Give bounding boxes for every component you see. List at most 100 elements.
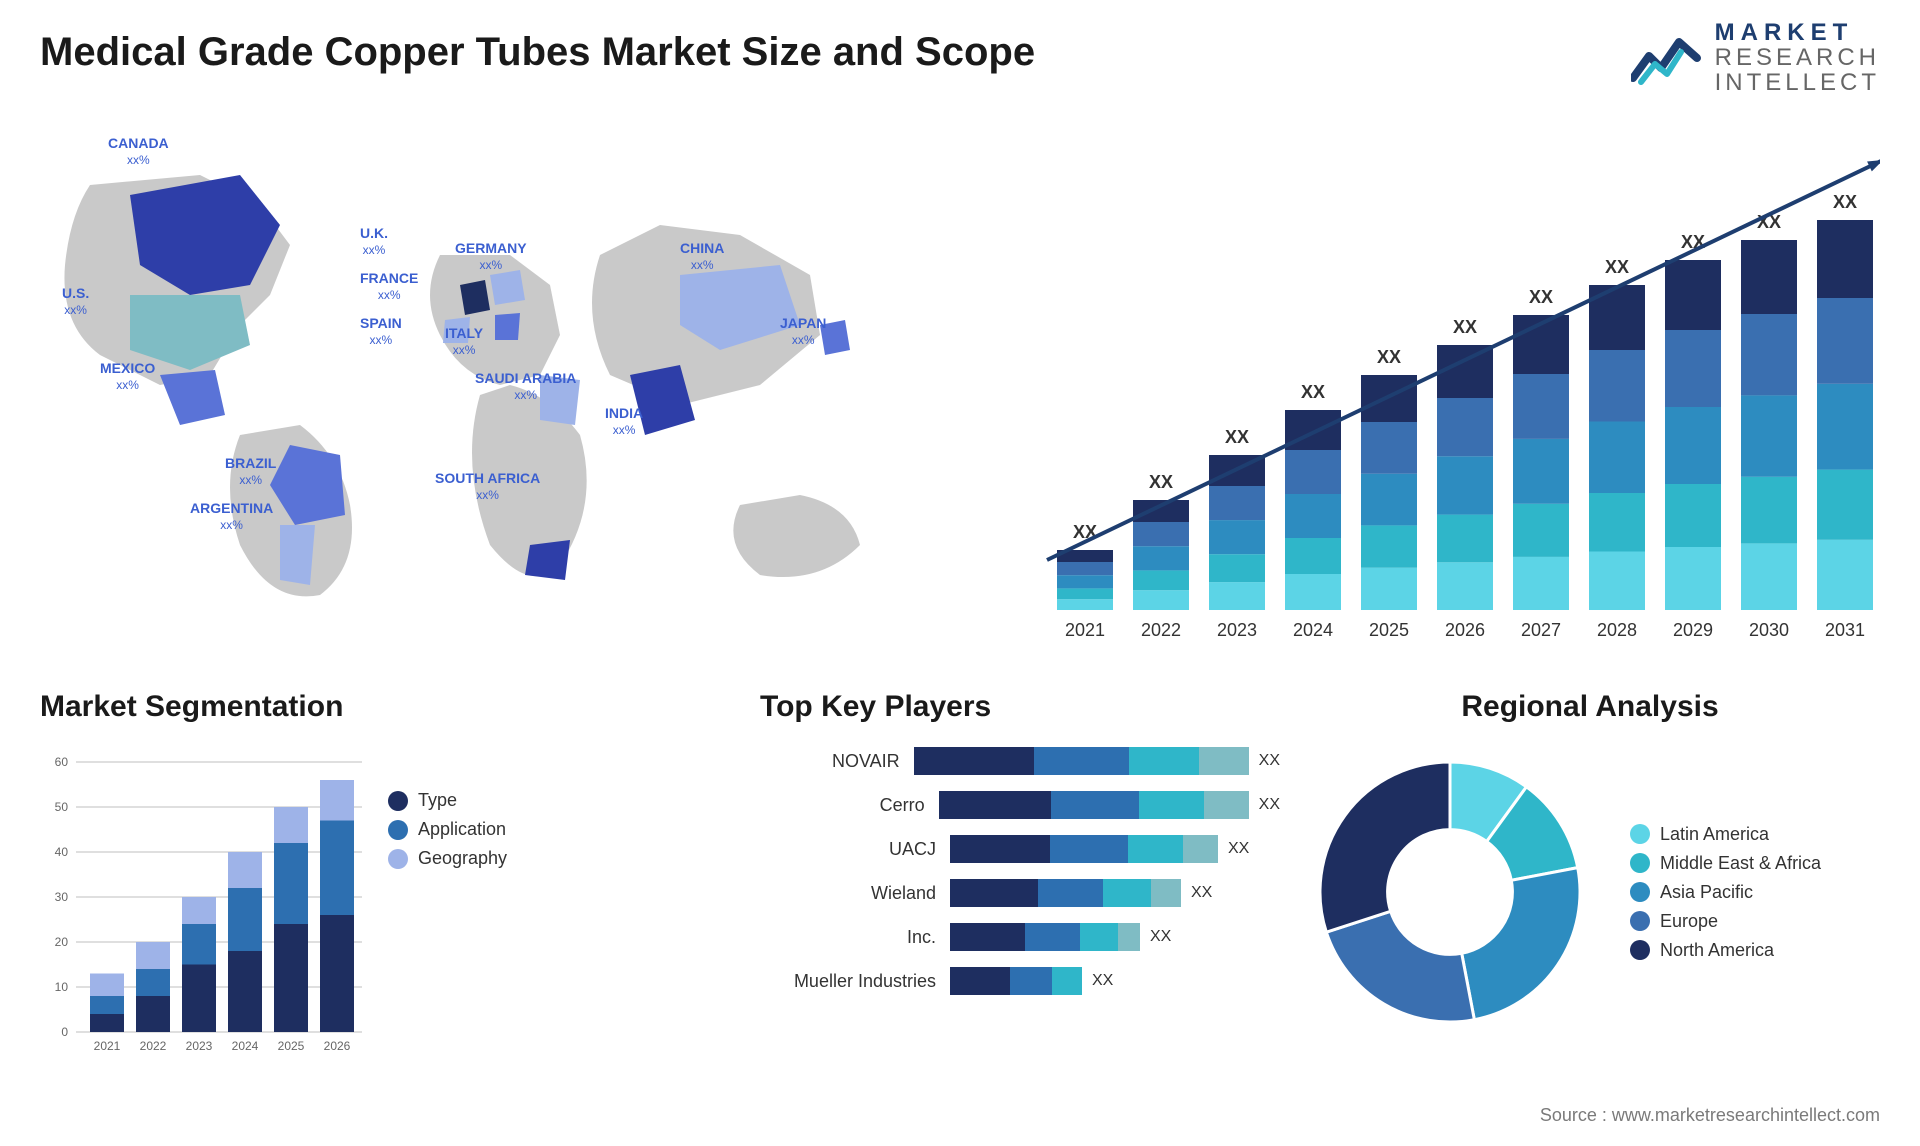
map-label-india: INDIAxx% [605, 405, 643, 438]
svg-text:2022: 2022 [1141, 620, 1181, 640]
keyplayer-bar-segment [1025, 923, 1080, 951]
svg-text:40: 40 [55, 845, 69, 859]
logo-mark-icon [1631, 28, 1701, 88]
keyplayer-bar-segment [1139, 791, 1204, 819]
legend-label: Asia Pacific [1660, 882, 1753, 903]
svg-text:2026: 2026 [324, 1039, 351, 1053]
map-label-u-s-: U.S.xx% [62, 285, 89, 318]
keyplayer-bar-segment [1034, 747, 1129, 775]
keyplayer-bar: XX [950, 879, 1280, 907]
keyplayer-row: Mueller Industries XX [760, 962, 1280, 1000]
segmentation-heading: Market Segmentation [40, 690, 560, 724]
map-label-canada: CANADAxx% [108, 135, 169, 168]
regional-section: Regional Analysis Latin AmericaMiddle Ea… [1300, 690, 1880, 1042]
world-map: CANADAxx% U.S.xx% MEXICOxx% BRAZILxx% ARGENT… [40, 125, 910, 645]
svg-text:10: 10 [55, 980, 69, 994]
svg-text:XX: XX [1149, 472, 1173, 492]
svg-text:2025: 2025 [278, 1039, 305, 1053]
keyplayer-bar: XX [950, 923, 1280, 951]
keyplayer-row: UACJ XX [760, 830, 1280, 868]
legend-label: North America [1660, 940, 1774, 961]
regional-legend-item: Middle East & Africa [1630, 853, 1821, 874]
source-citation: Source : www.marketresearchintellect.com [1540, 1105, 1880, 1126]
segmentation-legend: Type Application Geography [388, 782, 507, 1062]
keyplayer-value: XX [1191, 884, 1212, 902]
segmentation-legend-item: Application [388, 819, 507, 840]
keyplayer-bar-segment [939, 791, 1051, 819]
keyplayer-value: XX [1092, 972, 1113, 990]
keyplayer-row: Inc. XX [760, 918, 1280, 956]
keyplayer-name: Mueller Industries [760, 971, 950, 992]
keyplayer-bar-segment [1129, 747, 1199, 775]
keyplayer-name: Inc. [760, 927, 950, 948]
regional-legend-item: North America [1630, 940, 1821, 961]
legend-dot [388, 791, 408, 811]
map-label-mexico: MEXICOxx% [100, 360, 155, 393]
map-label-u-k-: U.K.xx% [360, 225, 388, 258]
segmentation-legend-item: Type [388, 790, 507, 811]
keyplayer-bar-segment [1183, 835, 1218, 863]
svg-text:XX: XX [1301, 382, 1325, 402]
keyplayer-row: WielandXX [760, 874, 1280, 912]
keyplayer-name: Cerro [760, 795, 939, 816]
keyplayer-bar-segment [1151, 879, 1181, 907]
svg-text:2029: 2029 [1673, 620, 1713, 640]
legend-label: Geography [418, 848, 507, 869]
logo-line-3: INTELLECT [1715, 70, 1880, 95]
keyplayers-section: Top Key Players NOVAIRXXCerroXXUACJXXWie… [760, 690, 1280, 1006]
keyplayer-bar: XX [939, 791, 1280, 819]
svg-text:XX: XX [1225, 427, 1249, 447]
keyplayer-value: XX [1150, 928, 1171, 946]
page-title: Medical Grade Copper Tubes Market Size a… [40, 30, 1035, 75]
regional-legend-item: Asia Pacific [1630, 882, 1821, 903]
regional-legend: Latin America Middle East & Africa Asia Pa… [1630, 816, 1821, 969]
svg-text:2023: 2023 [186, 1039, 213, 1053]
regional-donut [1300, 742, 1600, 1042]
svg-text:20: 20 [55, 935, 69, 949]
keyplayer-bar-segment [1103, 879, 1151, 907]
keyplayer-bar-segment [950, 967, 1010, 995]
legend-dot [1630, 940, 1650, 960]
map-label-brazil: BRAZILxx% [225, 455, 276, 488]
keyplayer-name: UACJ [760, 839, 950, 860]
map-label-argentina: ARGENTINAxx% [190, 500, 273, 533]
keyplayer-value: XX [1259, 796, 1280, 814]
keyplayer-value: XX [1259, 752, 1280, 770]
svg-text:50: 50 [55, 800, 69, 814]
keyplayer-bar-segment [1080, 923, 1118, 951]
map-label-italy: ITALYxx% [445, 325, 483, 358]
keyplayer-value: XX [1228, 840, 1249, 858]
keyplayer-bar-segment [1038, 879, 1103, 907]
svg-text:0: 0 [61, 1025, 68, 1039]
keyplayers-heading: Top Key Players [760, 690, 1280, 724]
svg-text:XX: XX [1833, 192, 1857, 212]
svg-text:2027: 2027 [1521, 620, 1561, 640]
map-label-south-africa: SOUTH AFRICAxx% [435, 470, 540, 503]
keyplayer-bar-segment [950, 835, 1050, 863]
legend-dot [388, 849, 408, 869]
legend-label: Europe [1660, 911, 1718, 932]
regional-legend-item: Europe [1630, 911, 1821, 932]
legend-label: Application [418, 819, 506, 840]
svg-text:XX: XX [1605, 257, 1629, 277]
keyplayer-bar-segment [1199, 747, 1249, 775]
legend-dot [1630, 824, 1650, 844]
segmentation-chart: 0102030405060202120222023202420252026 [40, 742, 370, 1062]
legend-label: Middle East & Africa [1660, 853, 1821, 874]
keyplayer-bar-segment [914, 747, 1034, 775]
keyplayer-bar-segment [1051, 791, 1139, 819]
svg-text:2024: 2024 [1293, 620, 1333, 640]
svg-text:XX: XX [1453, 317, 1477, 337]
keyplayer-row: NOVAIRXX [760, 742, 1280, 780]
keyplayer-bar-segment [1204, 791, 1249, 819]
forecast-chart-svg: XX2021XX2022XX2023XX2024XX2025XX2026XX20… [1010, 130, 1880, 650]
keyplayer-bar-segment [1118, 923, 1140, 951]
svg-text:XX: XX [1529, 287, 1553, 307]
map-label-saudi-arabia: SAUDI ARABIAxx% [475, 370, 576, 403]
keyplayer-bar: XX [950, 967, 1280, 995]
keyplayer-bar-segment [1052, 967, 1082, 995]
regional-legend-item: Latin America [1630, 824, 1821, 845]
forecast-chart: XX2021XX2022XX2023XX2024XX2025XX2026XX20… [1010, 130, 1880, 650]
legend-label: Type [418, 790, 457, 811]
legend-dot [1630, 911, 1650, 931]
